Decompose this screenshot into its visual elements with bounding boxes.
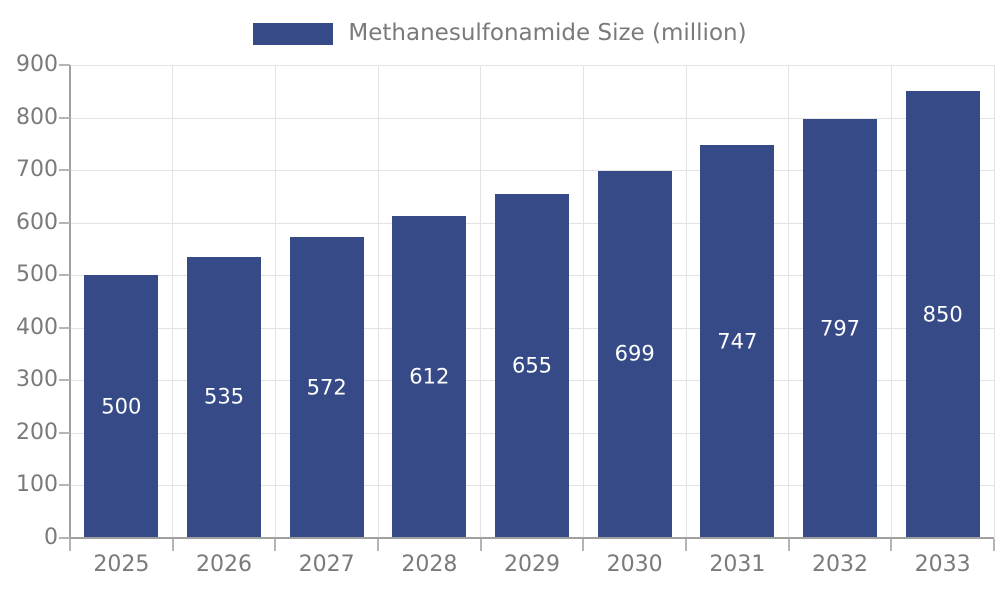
x-gridline	[890, 65, 892, 538]
x-axis-tick	[377, 539, 379, 551]
bar-value-label: 500	[101, 394, 142, 419]
y-tick-label: 900	[16, 52, 58, 77]
x-axis-tick	[69, 539, 71, 551]
y-axis-tick	[59, 274, 70, 277]
bar-value-label: 612	[409, 364, 450, 389]
x-gridline	[788, 65, 790, 538]
bar-value-label: 655	[511, 353, 553, 378]
bar-2026[interactable]	[187, 256, 261, 538]
bar-2031[interactable]	[700, 145, 775, 538]
y-axis-tick	[59, 169, 70, 172]
x-tick-label: 2029	[504, 552, 560, 577]
bar-value-label: 535	[203, 384, 245, 409]
y-axis-tick	[59, 379, 70, 382]
x-tick-label: 2028	[401, 552, 458, 577]
x-axis-tick	[274, 539, 277, 551]
x-gridline	[377, 65, 379, 538]
bar-value-label: 572	[306, 375, 347, 400]
x-axis-tick	[171, 539, 174, 551]
x-gridline	[685, 65, 687, 538]
y-gridline	[70, 65, 994, 66]
y-tick-label: 100	[16, 472, 58, 498]
y-axis-tick	[59, 221, 70, 224]
y-tick-label: 300	[16, 367, 58, 393]
x-tick-label: 2031	[709, 552, 766, 577]
y-tick-label: 800	[16, 104, 58, 130]
legend-series-label: Methanesulfonamide Size (million)	[348, 20, 747, 46]
x-tick-label: 2026	[196, 552, 252, 577]
x-tick-label: 2032	[812, 552, 868, 577]
y-tick-label: 600	[16, 209, 58, 235]
x-gridline	[582, 65, 584, 538]
x-gridline	[172, 65, 174, 538]
bar-value-label: 850	[922, 302, 963, 327]
x-axis-tick	[993, 539, 995, 551]
y-gridline	[70, 170, 994, 172]
x-axis-line	[70, 537, 994, 539]
y-axis-line	[69, 65, 71, 538]
x-axis-tick	[479, 539, 482, 551]
bar-2029[interactable]	[495, 193, 569, 538]
y-axis-tick	[59, 64, 70, 66]
bar-2025[interactable]	[84, 275, 159, 538]
x-gridline	[993, 65, 995, 538]
y-axis-tick	[59, 537, 70, 539]
y-tick-label: 200	[16, 419, 58, 445]
y-tick-label: 400	[16, 314, 58, 340]
bar-2033[interactable]	[905, 91, 980, 538]
x-axis-tick	[890, 539, 893, 551]
bar-value-label: 797	[819, 316, 861, 341]
bar-2030[interactable]	[597, 170, 672, 538]
y-tick-label: 0	[44, 525, 58, 550]
bar-2027[interactable]	[289, 237, 364, 538]
bar-value-label: 699	[614, 341, 655, 366]
x-tick-label: 2027	[298, 552, 355, 577]
legend[interactable]: Methanesulfonamide Size (million)	[0, 20, 1000, 48]
y-axis-tick	[59, 431, 70, 434]
y-tick-label: 500	[16, 262, 58, 288]
bar-2032[interactable]	[803, 119, 877, 538]
x-axis-tick	[582, 539, 585, 551]
x-gridline	[480, 65, 482, 538]
legend-swatch	[253, 22, 334, 45]
x-tick-label: 2030	[606, 552, 663, 577]
y-axis-tick	[59, 326, 70, 329]
plot-area: 0 100 200 300 400 500 600 700 800 900 500 2025 535 20…	[16, 54, 995, 576]
y-axis-tick	[59, 484, 70, 487]
y-axis-tick	[59, 116, 70, 119]
x-axis-tick	[787, 539, 790, 551]
bar-2028[interactable]	[392, 216, 467, 538]
x-gridline	[274, 65, 276, 538]
x-axis-tick	[685, 539, 687, 551]
x-tick-label: 2025	[93, 552, 150, 577]
y-tick-label: 700	[16, 157, 58, 183]
bar-value-label: 747	[717, 329, 758, 354]
y-gridline	[70, 117, 994, 119]
x-tick-label: 2033	[914, 552, 971, 577]
